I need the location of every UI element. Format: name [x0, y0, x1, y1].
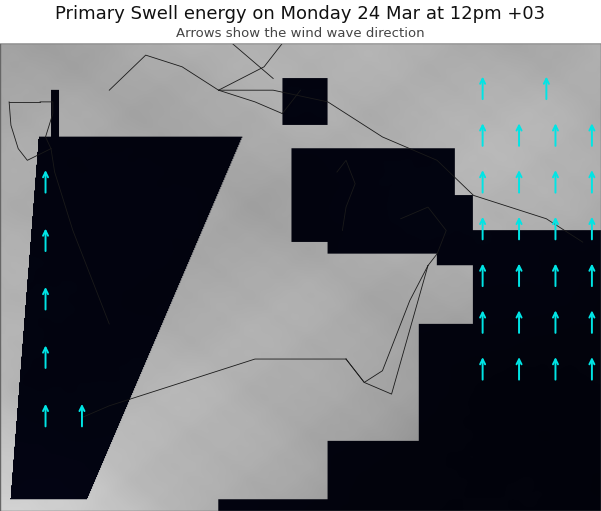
Text: Arrows show the wind wave direction: Arrows show the wind wave direction — [176, 28, 425, 40]
Text: Primary Swell energy on Monday 24 Mar at 12pm +03: Primary Swell energy on Monday 24 Mar at… — [55, 5, 546, 23]
